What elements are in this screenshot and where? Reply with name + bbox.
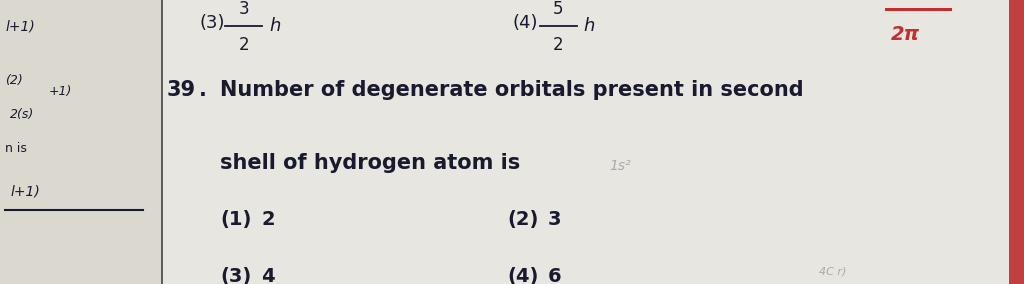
Text: (3): (3) [200, 14, 225, 32]
Text: n is: n is [5, 142, 27, 155]
Text: 3: 3 [239, 0, 249, 18]
Text: (4): (4) [512, 14, 538, 32]
Text: 2(s): 2(s) [10, 108, 35, 121]
Text: 39: 39 [167, 80, 196, 99]
Text: (1): (1) [220, 210, 252, 229]
Text: 2: 2 [261, 210, 274, 229]
Text: Number of degenerate orbitals present in second: Number of degenerate orbitals present in… [220, 80, 804, 99]
Text: 3: 3 [548, 210, 561, 229]
Text: 2: 2 [553, 36, 563, 55]
Text: h: h [584, 16, 595, 35]
Text: 4: 4 [261, 267, 274, 284]
Text: h: h [269, 16, 281, 35]
Text: 2: 2 [239, 36, 249, 55]
Bar [1009, 0, 1024, 284]
Text: .: . [199, 80, 207, 99]
Text: l+1): l+1) [5, 20, 35, 34]
Bar [0, 0, 162, 284]
Text: (3): (3) [220, 267, 252, 284]
Text: shell of hydrogen atom is: shell of hydrogen atom is [220, 153, 520, 173]
Text: 1s²: 1s² [609, 159, 631, 173]
Text: 6: 6 [548, 267, 561, 284]
Text: 4C r): 4C r) [819, 267, 847, 277]
Text: (2): (2) [507, 210, 539, 229]
Text: (4): (4) [507, 267, 539, 284]
Text: 5: 5 [553, 0, 563, 18]
Text: 2π: 2π [891, 25, 920, 43]
Text: +1): +1) [49, 85, 73, 98]
Text: (2): (2) [5, 74, 23, 87]
Text: l+1): l+1) [10, 185, 40, 199]
